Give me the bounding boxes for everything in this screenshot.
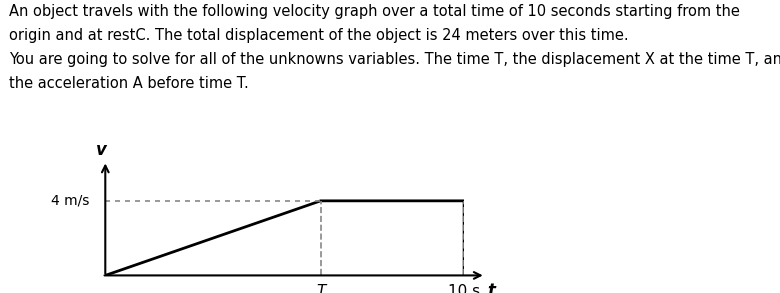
Text: An object travels with the following velocity graph over a total time of 10 seco: An object travels with the following vel…: [9, 4, 740, 19]
Text: t: t: [487, 282, 495, 293]
Text: v: v: [96, 141, 107, 159]
Text: 10 s: 10 s: [448, 284, 480, 293]
Text: 4 m/s: 4 m/s: [51, 194, 89, 208]
Text: You are going to solve for all of the unknowns variables. The time T, the displa: You are going to solve for all of the un…: [9, 52, 780, 67]
Text: T: T: [316, 284, 325, 293]
Text: origin and at restC. The total displacement of the object is 24 meters over this: origin and at restC. The total displacem…: [9, 28, 629, 43]
Text: the acceleration A before time T.: the acceleration A before time T.: [9, 76, 249, 91]
